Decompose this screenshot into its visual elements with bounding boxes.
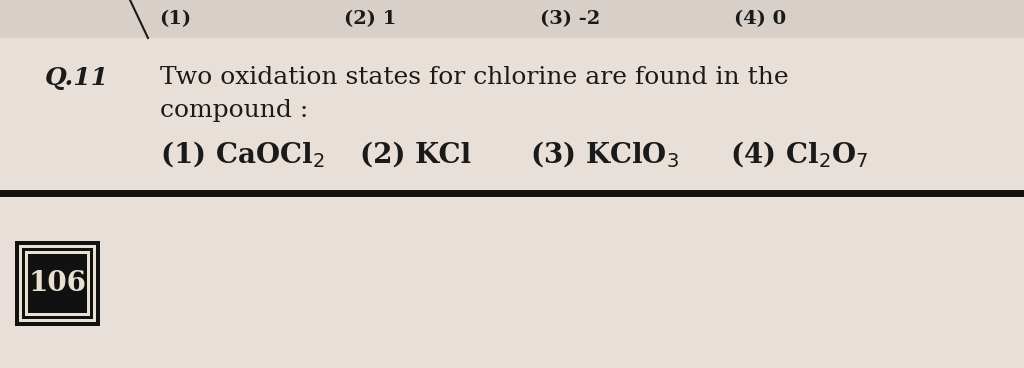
Text: (2) KCl: (2) KCl bbox=[360, 142, 471, 169]
Text: (3) KClO$_3$: (3) KClO$_3$ bbox=[530, 140, 679, 170]
Bar bbox=[28, 254, 87, 313]
Text: (3) -2: (3) -2 bbox=[540, 10, 600, 28]
Text: (1): (1) bbox=[159, 10, 191, 28]
Bar bbox=[15, 241, 100, 326]
Text: compound :: compound : bbox=[160, 99, 308, 121]
Bar bbox=[22, 248, 93, 319]
Bar bbox=[25, 251, 90, 316]
Bar bbox=[0, 193, 1024, 368]
Text: (1) CaOCl$_2$: (1) CaOCl$_2$ bbox=[160, 140, 325, 170]
Text: (2) 1: (2) 1 bbox=[344, 10, 396, 28]
Bar bbox=[19, 245, 96, 322]
Bar bbox=[0, 0, 1024, 38]
Bar bbox=[0, 38, 1024, 193]
Text: (4) Cl$_2$O$_7$: (4) Cl$_2$O$_7$ bbox=[730, 140, 868, 170]
Text: Q.11: Q.11 bbox=[45, 66, 109, 90]
Text: Two oxidation states for chlorine are found in the: Two oxidation states for chlorine are fo… bbox=[160, 67, 788, 89]
Text: (4) 0: (4) 0 bbox=[734, 10, 786, 28]
Text: 106: 106 bbox=[29, 270, 86, 297]
